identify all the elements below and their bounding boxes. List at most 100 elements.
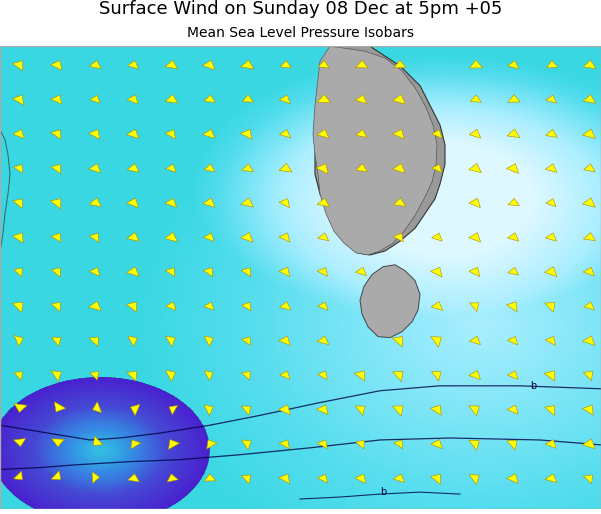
Polygon shape (207, 440, 217, 449)
Polygon shape (242, 406, 251, 415)
Polygon shape (545, 406, 555, 415)
Polygon shape (279, 95, 290, 104)
Polygon shape (93, 436, 103, 446)
Polygon shape (469, 303, 479, 311)
Polygon shape (469, 440, 479, 450)
Polygon shape (127, 371, 137, 381)
Polygon shape (392, 130, 404, 139)
Polygon shape (90, 95, 100, 103)
Polygon shape (14, 471, 22, 480)
Polygon shape (89, 198, 102, 207)
Polygon shape (242, 163, 254, 172)
Polygon shape (469, 336, 480, 345)
Polygon shape (356, 130, 367, 137)
Polygon shape (508, 95, 520, 102)
Polygon shape (278, 474, 290, 484)
Polygon shape (507, 337, 517, 345)
Polygon shape (93, 401, 102, 413)
Polygon shape (89, 233, 99, 243)
Polygon shape (51, 164, 61, 174)
Polygon shape (507, 440, 517, 450)
Polygon shape (165, 336, 175, 347)
Polygon shape (204, 405, 213, 415)
Polygon shape (90, 60, 102, 69)
Polygon shape (131, 440, 141, 449)
Polygon shape (280, 61, 291, 68)
Polygon shape (165, 95, 178, 103)
Polygon shape (546, 95, 557, 103)
Polygon shape (392, 406, 403, 416)
Polygon shape (52, 439, 64, 447)
Polygon shape (13, 199, 22, 209)
Polygon shape (165, 198, 177, 207)
Polygon shape (242, 95, 254, 102)
Polygon shape (51, 130, 61, 139)
Polygon shape (127, 129, 139, 139)
Polygon shape (582, 405, 593, 415)
Polygon shape (88, 130, 100, 139)
Polygon shape (469, 163, 481, 173)
Polygon shape (431, 439, 442, 449)
Polygon shape (165, 60, 177, 69)
Polygon shape (469, 406, 479, 416)
Polygon shape (13, 164, 23, 173)
Polygon shape (545, 233, 557, 241)
Polygon shape (469, 267, 480, 277)
Text: Mean Sea Level Pressure Isobars: Mean Sea Level Pressure Isobars (187, 26, 414, 41)
Polygon shape (14, 372, 22, 380)
Polygon shape (584, 302, 594, 310)
Polygon shape (507, 302, 517, 312)
Polygon shape (355, 474, 366, 483)
Polygon shape (431, 337, 441, 347)
Polygon shape (432, 164, 442, 173)
Polygon shape (279, 302, 291, 310)
Polygon shape (507, 371, 518, 379)
Polygon shape (203, 60, 215, 70)
Polygon shape (51, 268, 60, 277)
Polygon shape (392, 95, 406, 104)
Polygon shape (583, 267, 594, 276)
Polygon shape (507, 233, 519, 241)
Polygon shape (546, 198, 556, 207)
Polygon shape (203, 198, 215, 207)
Polygon shape (279, 440, 289, 449)
Polygon shape (582, 439, 595, 449)
Polygon shape (545, 164, 557, 173)
Polygon shape (432, 372, 441, 381)
Polygon shape (90, 267, 100, 276)
Polygon shape (317, 474, 328, 483)
Polygon shape (13, 438, 26, 447)
Polygon shape (545, 439, 556, 448)
Polygon shape (507, 405, 518, 414)
Polygon shape (393, 233, 403, 242)
Polygon shape (241, 60, 254, 69)
Polygon shape (313, 46, 437, 255)
Polygon shape (130, 404, 140, 416)
Polygon shape (51, 302, 61, 311)
Polygon shape (88, 301, 101, 311)
Polygon shape (545, 474, 557, 483)
Polygon shape (279, 336, 290, 345)
Polygon shape (545, 303, 555, 312)
Polygon shape (582, 336, 595, 345)
Polygon shape (317, 302, 328, 310)
Polygon shape (203, 129, 215, 138)
Polygon shape (166, 164, 176, 172)
Polygon shape (278, 405, 290, 415)
Polygon shape (54, 402, 66, 412)
Polygon shape (355, 95, 367, 104)
Polygon shape (14, 268, 22, 277)
Polygon shape (126, 302, 136, 312)
Polygon shape (51, 470, 61, 480)
Polygon shape (128, 336, 137, 346)
Polygon shape (355, 267, 367, 276)
Polygon shape (316, 405, 328, 415)
Polygon shape (127, 163, 139, 172)
Polygon shape (165, 130, 175, 139)
Polygon shape (393, 474, 404, 483)
Polygon shape (469, 371, 481, 379)
Polygon shape (13, 95, 23, 105)
Polygon shape (126, 267, 139, 277)
Polygon shape (354, 371, 365, 381)
Polygon shape (394, 60, 406, 68)
